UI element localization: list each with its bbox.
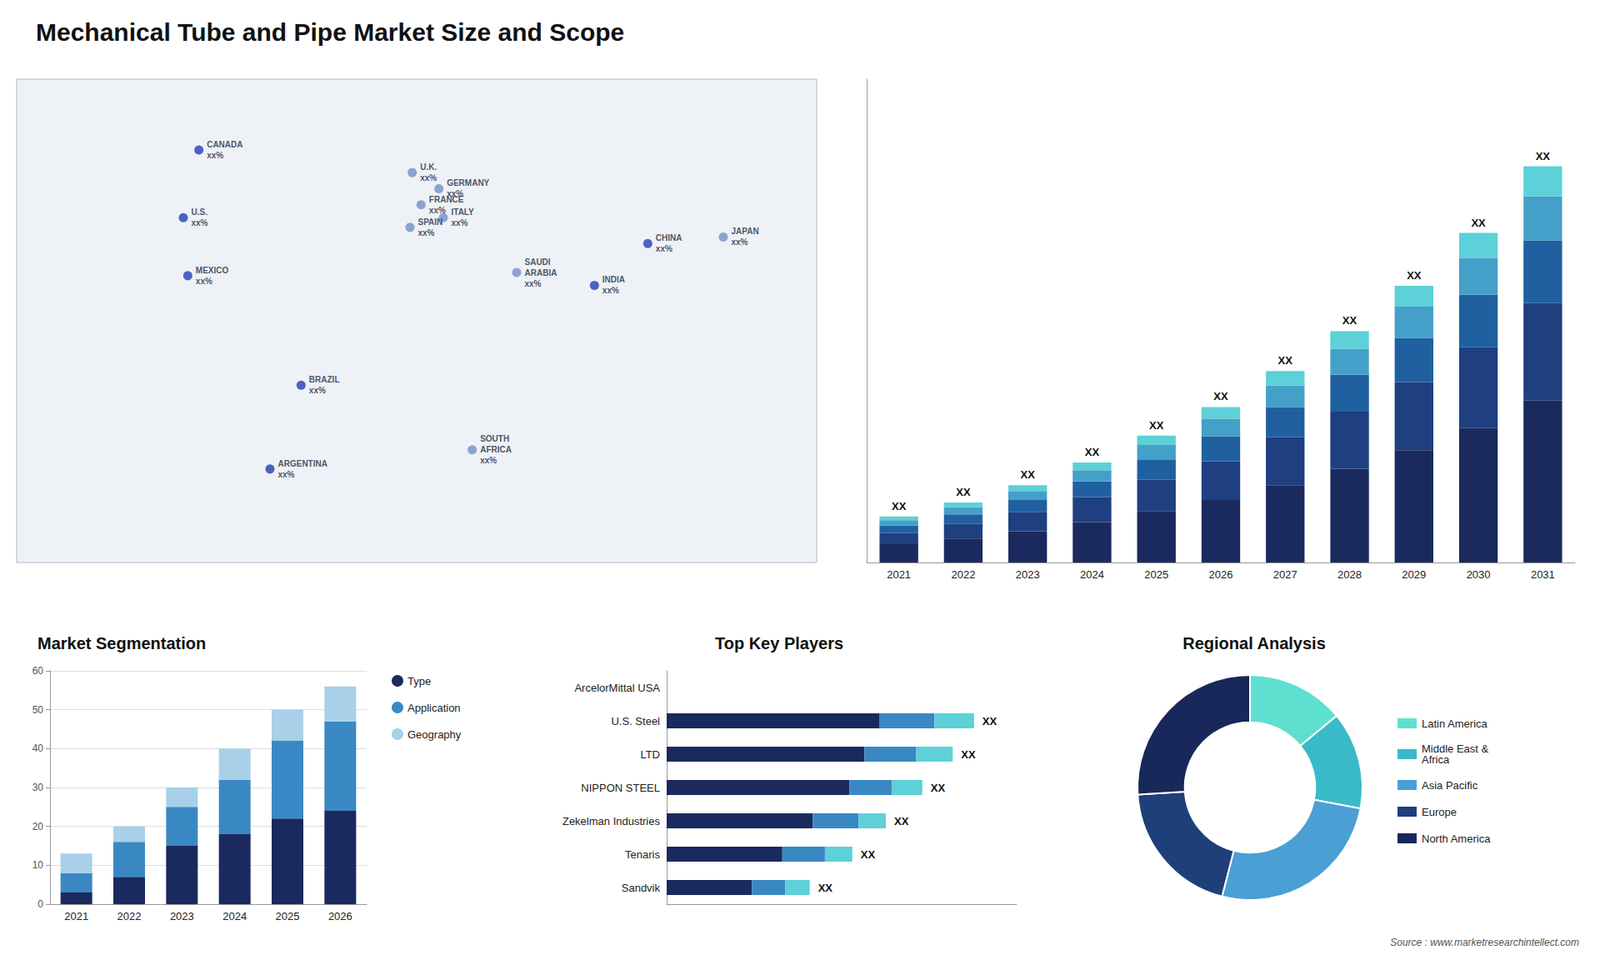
- svg-text:Tenaris: Tenaris: [625, 848, 660, 861]
- svg-text:XX: XX: [1278, 354, 1294, 367]
- svg-text:AFRICA: AFRICA: [480, 445, 512, 455]
- svg-text:XX: XX: [1470, 216, 1486, 230]
- svg-text:ITALY: ITALY: [451, 207, 475, 217]
- svg-text:2021: 2021: [64, 910, 89, 923]
- svg-text:60: 60: [32, 665, 45, 677]
- svg-text:XX: XX: [1406, 269, 1422, 282]
- svg-text:Sandvik: Sandvik: [621, 881, 661, 895]
- svg-text:XX: XX: [1085, 445, 1100, 459]
- svg-text:Europe: Europe: [1421, 805, 1457, 819]
- svg-text:SAUDI: SAUDI: [525, 257, 551, 267]
- svg-text:xx%: xx%: [429, 205, 446, 215]
- svg-text:SOUTH: SOUTH: [480, 434, 510, 444]
- svg-text:XX: XX: [1342, 314, 1358, 327]
- svg-text:2024: 2024: [1080, 568, 1105, 581]
- svg-text:2028: 2028: [1337, 568, 1362, 581]
- svg-text:Regional Analysis: Regional Analysis: [1182, 634, 1326, 653]
- svg-text:Application: Application: [407, 701, 461, 715]
- svg-text:xx%: xx%: [602, 285, 620, 295]
- svg-text:XX: XX: [818, 881, 834, 895]
- svg-text:2025: 2025: [1144, 568, 1169, 581]
- svg-text:2022: 2022: [950, 568, 975, 581]
- svg-text:2023: 2023: [170, 910, 195, 923]
- svg-text:40: 40: [32, 742, 45, 755]
- svg-text:0: 0: [37, 898, 44, 910]
- svg-text:10: 10: [32, 859, 45, 871]
- svg-text:XX: XX: [894, 815, 910, 828]
- svg-text:2025: 2025: [275, 910, 300, 923]
- svg-text:Type: Type: [407, 675, 431, 688]
- svg-text:ArcelorMittal USA: ArcelorMittal USA: [574, 681, 660, 695]
- svg-text:XX: XX: [955, 485, 971, 499]
- svg-text:2031: 2031: [1530, 568, 1555, 581]
- svg-text:BRAZIL: BRAZIL: [309, 375, 340, 385]
- svg-text:2022: 2022: [117, 910, 142, 923]
- svg-text:Zekelman Industries: Zekelman Industries: [562, 815, 661, 828]
- svg-text:xx%: xx%: [731, 237, 749, 247]
- svg-text:2023: 2023: [1015, 568, 1040, 581]
- svg-text:2026: 2026: [1209, 568, 1234, 581]
- svg-text:GERMANY: GERMANY: [446, 178, 490, 188]
- svg-text:MEXICO: MEXICO: [195, 265, 230, 275]
- svg-text:XX: XX: [930, 781, 946, 795]
- svg-text:xx%: xx%: [418, 228, 435, 238]
- svg-text:U.S.: U.S.: [191, 207, 209, 217]
- svg-text:U.S. Steel: U.S. Steel: [610, 715, 660, 728]
- svg-text:xx%: xx%: [525, 279, 542, 289]
- svg-text:xx%: xx%: [480, 455, 497, 465]
- svg-text:Africa: Africa: [1421, 753, 1450, 766]
- svg-text:XX: XX: [891, 500, 907, 513]
- svg-text:XX: XX: [1213, 390, 1229, 403]
- svg-text:JAPAN: JAPAN: [731, 226, 760, 236]
- svg-text:2024: 2024: [222, 910, 247, 923]
- svg-text:XX: XX: [982, 715, 998, 728]
- svg-text:Geography: Geography: [407, 728, 462, 741]
- svg-text:XX: XX: [1020, 468, 1036, 481]
- svg-text:2030: 2030: [1466, 568, 1491, 581]
- svg-text:xx%: xx%: [191, 218, 209, 228]
- svg-text:XX: XX: [860, 848, 876, 861]
- svg-text:Source : www.marketresearchint: Source : www.marketresearchintellect.com: [1390, 936, 1580, 949]
- svg-text:XX: XX: [1149, 419, 1165, 432]
- svg-text:INDIA: INDIA: [602, 275, 625, 285]
- svg-text:xx%: xx%: [206, 150, 224, 160]
- svg-text:U.K.: U.K.: [420, 162, 437, 172]
- svg-text:Market Segmentation: Market Segmentation: [37, 634, 206, 653]
- svg-text:xx%: xx%: [446, 189, 464, 199]
- svg-text:ARGENTINA: ARGENTINA: [278, 459, 328, 469]
- svg-text:Latin America: Latin America: [1421, 717, 1489, 730]
- svg-text:xx%: xx%: [655, 244, 673, 254]
- svg-text:Middle East &: Middle East &: [1421, 742, 1489, 755]
- svg-text:XX: XX: [1535, 150, 1551, 163]
- svg-text:xx%: xx%: [420, 173, 437, 183]
- svg-text:2029: 2029: [1401, 568, 1426, 581]
- svg-text:2021: 2021: [886, 568, 911, 581]
- svg-text:CHINA: CHINA: [655, 233, 683, 243]
- svg-text:Mechanical Tube and Pipe Marke: Mechanical Tube and Pipe Market Size and…: [35, 18, 625, 46]
- svg-text:2026: 2026: [328, 910, 353, 923]
- svg-text:30: 30: [32, 781, 45, 794]
- svg-text:SPAIN: SPAIN: [418, 217, 444, 227]
- svg-text:CANADA: CANADA: [206, 140, 243, 150]
- svg-text:xx%: xx%: [451, 218, 469, 228]
- svg-text:Asia Pacific: Asia Pacific: [1421, 779, 1479, 792]
- svg-text:North America: North America: [1421, 832, 1491, 845]
- svg-text:XX: XX: [960, 748, 976, 761]
- svg-text:ARABIA: ARABIA: [525, 268, 558, 278]
- svg-text:xx%: xx%: [309, 385, 326, 395]
- svg-text:50: 50: [32, 704, 45, 716]
- svg-text:Top Key Players: Top Key Players: [715, 634, 844, 653]
- svg-text:20: 20: [32, 820, 45, 833]
- svg-text:NIPPON STEEL: NIPPON STEEL: [580, 781, 660, 795]
- svg-text:LTD: LTD: [640, 748, 660, 761]
- svg-text:FRANCE: FRANCE: [429, 194, 464, 204]
- svg-text:2027: 2027: [1273, 568, 1298, 581]
- svg-text:xx%: xx%: [195, 276, 213, 286]
- svg-text:xx%: xx%: [278, 470, 295, 480]
